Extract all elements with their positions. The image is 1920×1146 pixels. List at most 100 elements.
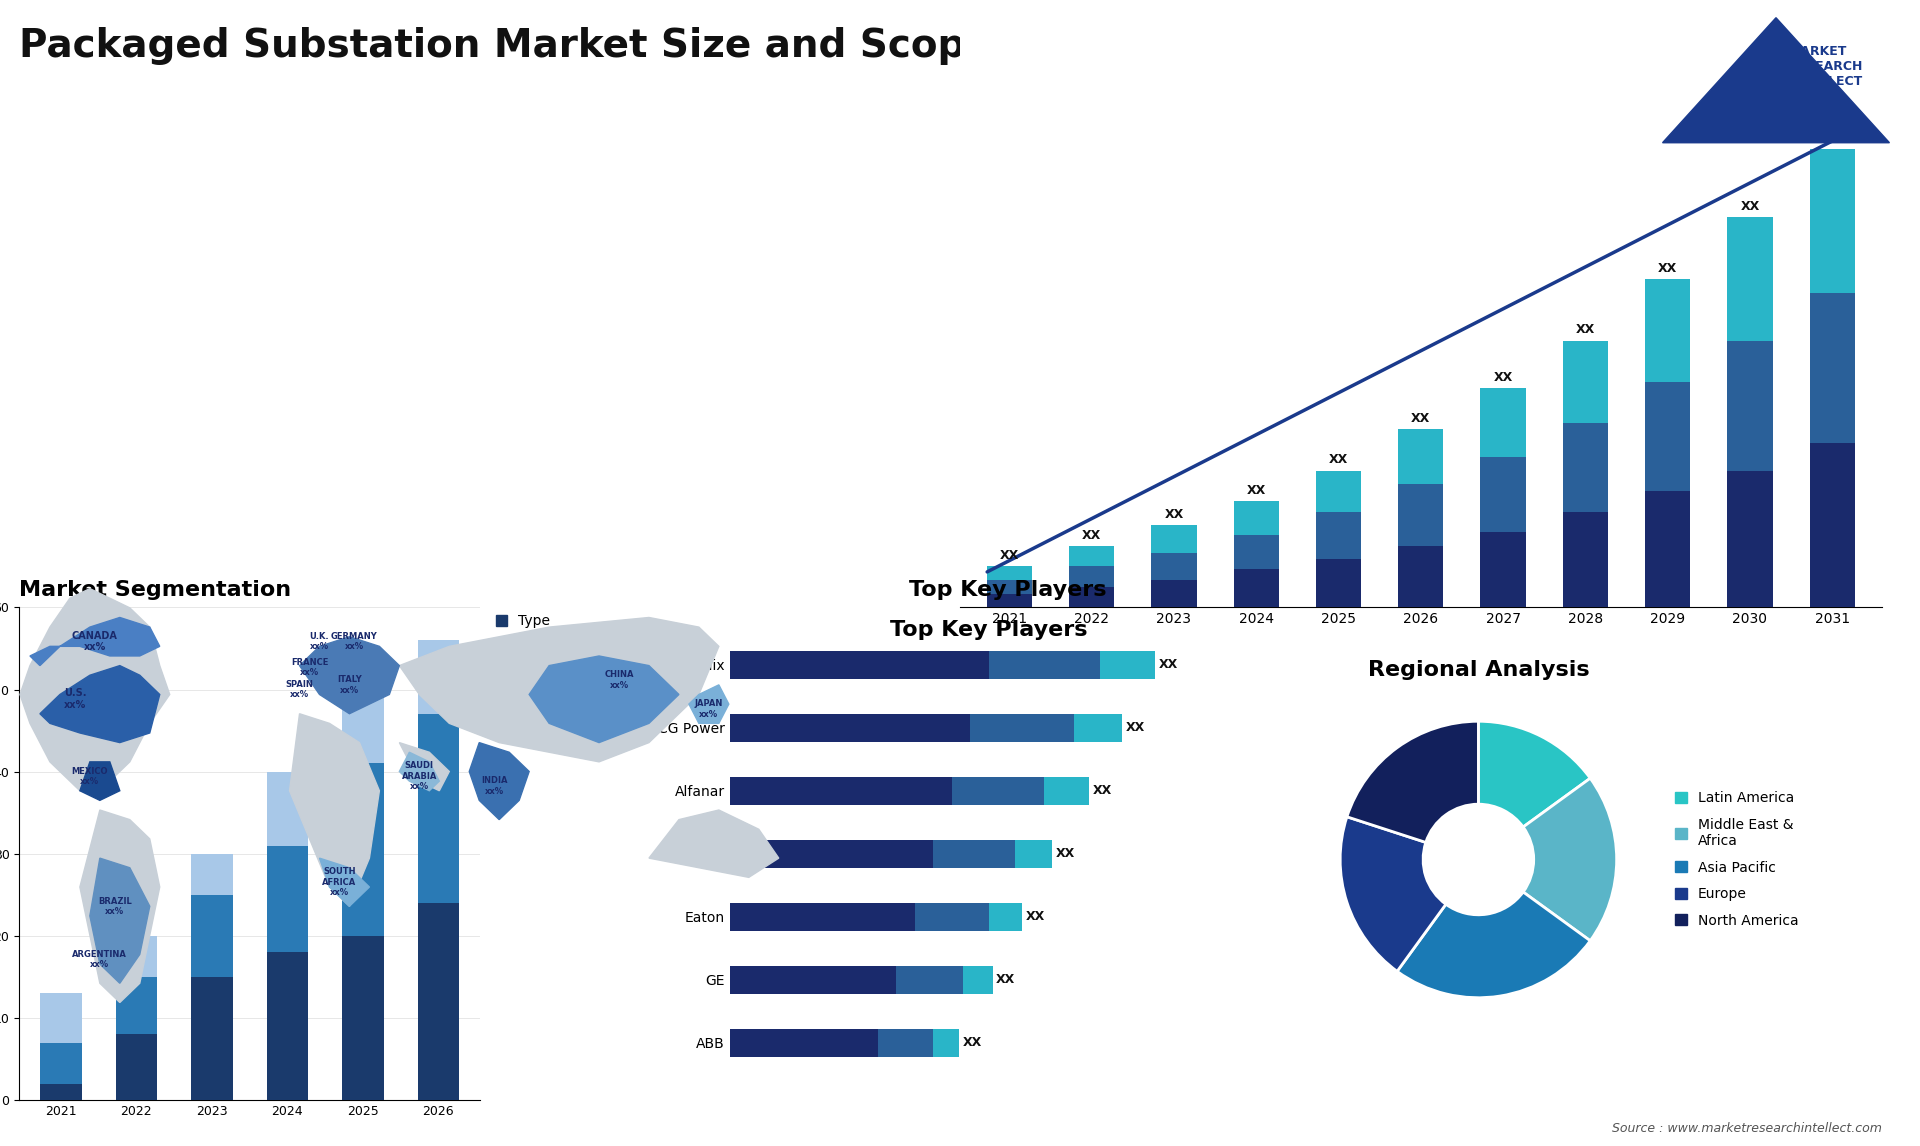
- Bar: [1069, 566, 1114, 587]
- Wedge shape: [1398, 892, 1590, 998]
- Bar: [1073, 714, 1121, 741]
- Bar: [730, 1029, 877, 1057]
- Bar: [417, 641, 459, 714]
- Polygon shape: [40, 666, 159, 743]
- Text: GERMANY
xx%: GERMANY xx%: [330, 631, 378, 651]
- Text: XX: XX: [1000, 549, 1020, 563]
- Polygon shape: [81, 762, 119, 800]
- Bar: [417, 714, 459, 903]
- Bar: [730, 651, 989, 678]
- Text: CHINA
xx%: CHINA xx%: [605, 670, 634, 690]
- Bar: [115, 1035, 157, 1100]
- Bar: [897, 966, 962, 994]
- Text: U.S.
xx%: U.S. xx%: [63, 689, 86, 711]
- Bar: [1563, 423, 1609, 511]
- Bar: [1315, 559, 1361, 607]
- Text: XX: XX: [1246, 484, 1265, 496]
- Bar: [1069, 545, 1114, 566]
- Bar: [342, 763, 384, 936]
- Text: Source : www.marketresearchintellect.com: Source : www.marketresearchintellect.com: [1611, 1122, 1882, 1135]
- Bar: [1480, 532, 1526, 607]
- Bar: [1563, 511, 1609, 607]
- Polygon shape: [399, 752, 440, 791]
- Wedge shape: [1340, 817, 1446, 972]
- Legend: Type, Application, Geography: Type, Application, Geography: [495, 614, 597, 676]
- Text: XX: XX: [1494, 371, 1513, 384]
- Polygon shape: [530, 656, 680, 743]
- Bar: [1152, 580, 1196, 607]
- Polygon shape: [31, 618, 159, 666]
- Bar: [1398, 485, 1444, 545]
- Text: SPAIN
xx%: SPAIN xx%: [286, 680, 313, 699]
- Bar: [987, 580, 1033, 594]
- Title: Top Key Players: Top Key Players: [910, 580, 1106, 601]
- Bar: [115, 936, 157, 976]
- Bar: [1728, 471, 1772, 607]
- Text: MARKET
RESEARCH
INTELLECT: MARKET RESEARCH INTELLECT: [1789, 45, 1862, 88]
- Text: INDIA
xx%: INDIA xx%: [480, 776, 507, 795]
- Bar: [192, 895, 232, 976]
- Bar: [1645, 278, 1690, 382]
- Text: Top Key Players: Top Key Players: [891, 620, 1087, 641]
- Bar: [1480, 388, 1526, 457]
- Wedge shape: [1523, 778, 1617, 941]
- Bar: [40, 994, 83, 1043]
- Bar: [730, 903, 914, 931]
- Text: XX: XX: [1125, 721, 1144, 735]
- Bar: [1728, 340, 1772, 471]
- Bar: [987, 594, 1033, 607]
- Polygon shape: [19, 589, 169, 791]
- Bar: [730, 777, 952, 804]
- Text: XX: XX: [1083, 528, 1102, 542]
- Polygon shape: [81, 810, 159, 1003]
- Bar: [1645, 382, 1690, 492]
- Bar: [342, 690, 384, 763]
- Bar: [1809, 149, 1855, 292]
- Bar: [1809, 292, 1855, 444]
- Polygon shape: [468, 743, 530, 819]
- Title: Regional Analysis: Regional Analysis: [1367, 660, 1590, 680]
- Text: ARGENTINA
xx%: ARGENTINA xx%: [73, 950, 127, 968]
- Bar: [1100, 651, 1156, 678]
- Bar: [1152, 525, 1196, 552]
- Polygon shape: [1663, 17, 1889, 143]
- Bar: [987, 566, 1033, 580]
- Bar: [40, 1043, 83, 1084]
- Legend: Latin America, Middle East &
Africa, Asia Pacific, Europe, North America: Latin America, Middle East & Africa, Asi…: [1676, 792, 1799, 927]
- Bar: [952, 777, 1044, 804]
- Polygon shape: [319, 858, 369, 906]
- Bar: [989, 903, 1021, 931]
- Bar: [267, 846, 307, 952]
- Bar: [1152, 552, 1196, 580]
- Text: XX: XX: [1329, 454, 1348, 466]
- Text: Packaged Substation Market Size and Scope: Packaged Substation Market Size and Scop…: [19, 26, 993, 65]
- Text: MEXICO
xx%: MEXICO xx%: [71, 767, 108, 786]
- Polygon shape: [300, 637, 399, 714]
- Bar: [933, 1029, 960, 1057]
- Polygon shape: [689, 685, 730, 723]
- Polygon shape: [649, 810, 780, 878]
- Bar: [970, 714, 1073, 741]
- Text: SAUDI
ARABIA
xx%: SAUDI ARABIA xx%: [401, 761, 438, 791]
- Text: XX: XX: [1411, 413, 1430, 425]
- Polygon shape: [399, 618, 718, 762]
- Bar: [1315, 511, 1361, 559]
- Wedge shape: [1348, 721, 1478, 842]
- Text: XX: XX: [1740, 201, 1759, 213]
- Text: XX: XX: [1659, 262, 1678, 275]
- Bar: [730, 966, 897, 994]
- Bar: [267, 771, 307, 846]
- Bar: [192, 854, 232, 895]
- Text: CANADA
xx%: CANADA xx%: [71, 630, 117, 652]
- Bar: [1645, 492, 1690, 607]
- Polygon shape: [90, 858, 150, 983]
- Text: SOUTH
AFRICA
xx%: SOUTH AFRICA xx%: [323, 868, 357, 897]
- Bar: [877, 1029, 933, 1057]
- Bar: [1315, 471, 1361, 511]
- Text: XX: XX: [1160, 658, 1179, 672]
- Bar: [1235, 570, 1279, 607]
- Text: XX: XX: [1025, 910, 1044, 924]
- Bar: [962, 966, 993, 994]
- Bar: [1809, 444, 1855, 607]
- Text: ITALY
xx%: ITALY xx%: [338, 675, 361, 694]
